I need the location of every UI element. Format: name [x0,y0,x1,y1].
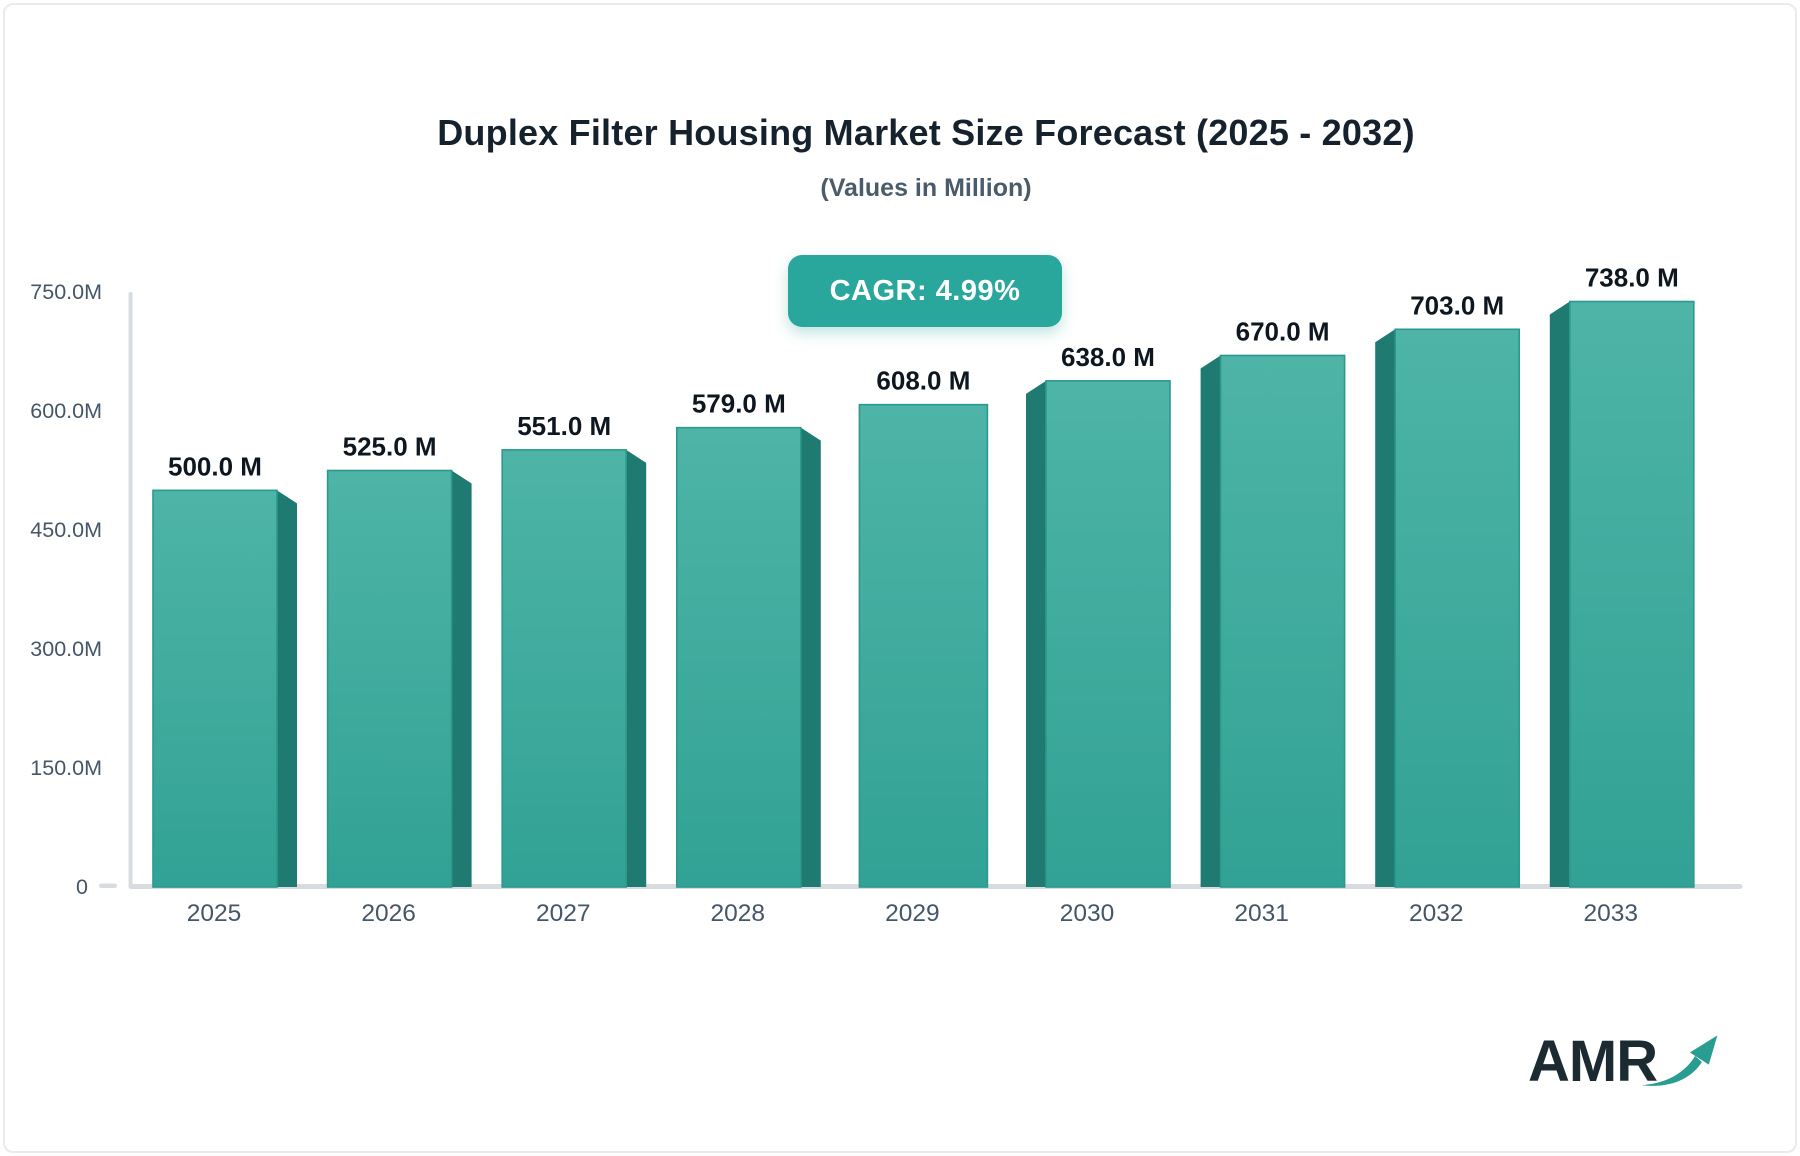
cagr-badge: CAGR: 4.99% [788,255,1062,327]
x-axis-label-2027: 2027 [536,900,591,927]
bar-side-face [277,490,297,887]
bar-side-face [1549,301,1570,887]
bar-main-face [1569,300,1695,888]
growth-arrow-icon [1641,1035,1718,1086]
cagr-badge-label: CAGR: 4.99% [829,274,1021,307]
bar-value-label: 500.0 M [168,451,262,481]
bar-side-face [451,470,472,887]
y-axis-tick-label: 450.0M [30,518,102,542]
x-axis-label-2031: 2031 [1234,900,1289,927]
x-axis-label-2029: 2029 [885,900,940,927]
bar-side-face [1200,355,1221,887]
x-axis-label-2026: 2026 [361,900,416,927]
y-axis-tick-label: 150.0M [30,756,102,780]
bar-main-face [501,449,628,888]
bar-side-face [1375,329,1396,888]
zero-tick-mark [99,883,117,888]
bar-main-face [326,469,453,888]
bar-2025: 500.0 M 2025 [152,451,297,927]
y-axis-tick-label: 0 [76,875,88,899]
bar-value-label: 579.0 M [692,389,786,419]
x-axis-label-2032: 2032 [1409,900,1464,927]
bar-value-label: 608.0 M [876,366,970,396]
chart-title: Duplex Filter Housing Market Size Foreca… [437,112,1415,153]
y-axis-tick-label: 600.0M [30,399,102,423]
bar-side-face [626,449,647,887]
bar-main-face [675,426,802,888]
bar-2026: 525.0 M 2026 [326,432,472,927]
y-axis-tick-label: 750.0M [30,280,102,304]
bar-main-face [1219,354,1346,888]
bar-2033: 738.0 M 2033 [1549,263,1695,927]
bar-2029: 608.0 M 2029 [858,366,989,927]
amr-logo-text: AMR [1528,1029,1658,1094]
bar-side-face [800,427,821,887]
bar-main-face [1045,380,1171,888]
bar-2031: 670.0 M 2031 [1200,316,1346,927]
bar-value-label: 525.0 M [343,432,437,462]
bar-value-label: 703.0 M [1410,290,1504,320]
bar-value-label: 670.0 M [1236,316,1330,346]
chart-subtitle: (Values in Million) [820,174,1032,202]
bar-2028: 579.0 M 2028 [675,389,821,927]
bar-main-face [152,489,278,888]
x-axis-label-2025: 2025 [187,900,242,927]
bar-value-label: 638.0 M [1061,342,1155,372]
x-axis-label-2030: 2030 [1060,900,1115,927]
bar-2027: 551.0 M 2027 [501,411,647,927]
amr-logo: AMR [1528,1030,1738,1110]
y-axis-line [128,292,133,887]
x-axis-label-2028: 2028 [711,900,766,927]
bar-main-face [858,403,989,888]
x-axis-label-2033: 2033 [1584,900,1639,927]
bar-value-label: 551.0 M [517,411,611,441]
bar-2032: 703.0 M 2032 [1375,290,1520,927]
y-axis-tick-label: 300.0M [30,637,102,661]
bar-2030: 638.0 M 2030 [1026,342,1171,927]
bar-value-label: 738.0 M [1585,263,1679,293]
bar-side-face [1026,380,1046,887]
bar-main-face [1394,328,1520,888]
